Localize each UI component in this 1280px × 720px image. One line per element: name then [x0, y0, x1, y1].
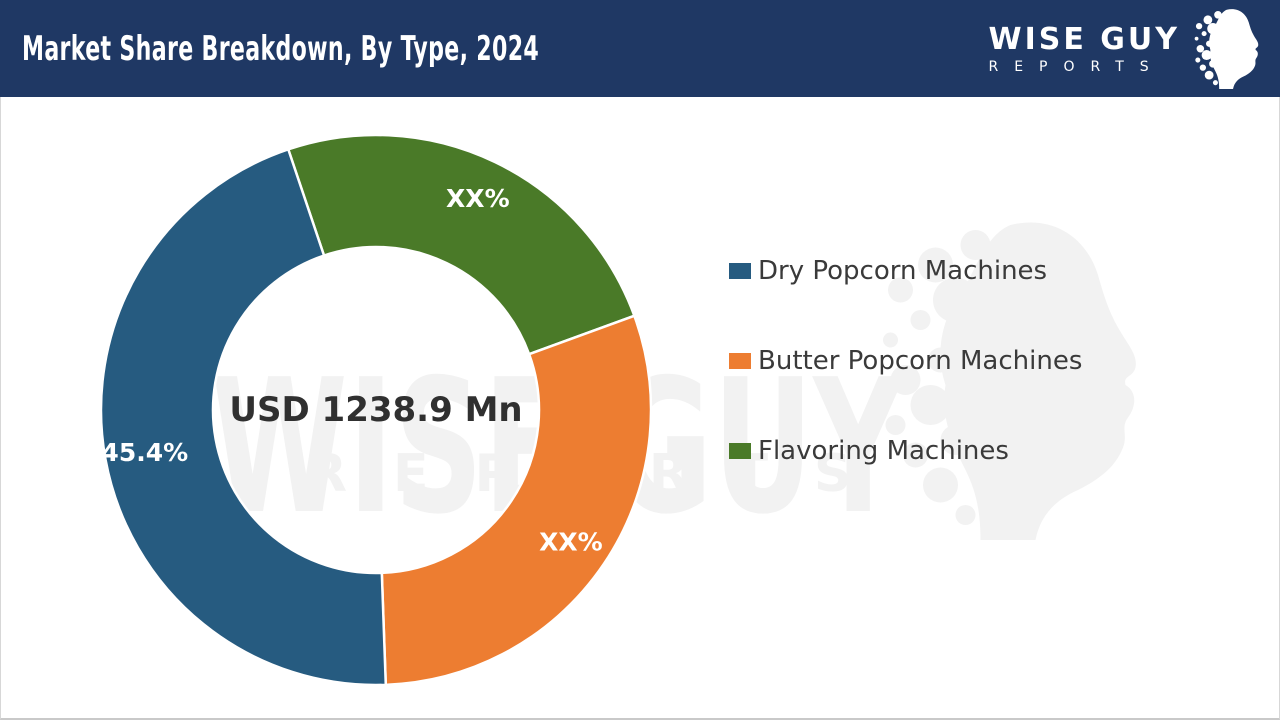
- legend-item: Butter Popcorn Machines: [729, 345, 1082, 377]
- legend: Dry Popcorn Machines Butter Popcorn Mach…: [729, 255, 1082, 467]
- header-bar: Market Share Breakdown, By Type, 2024 WI…: [0, 0, 1280, 97]
- brand-subtitle: REPORTS: [988, 58, 1165, 75]
- page-title: Market Share Breakdown, By Type, 2024: [22, 28, 540, 69]
- donut-segment-0: [286, 133, 636, 356]
- segment-value-label-0: XX%: [446, 184, 510, 213]
- segment-value-label-2: 45.4%: [101, 438, 188, 467]
- donut-segment-1: [380, 314, 653, 687]
- donut-chart: XX% XX% 45.4%: [99, 133, 653, 687]
- segment-value-label-1: XX%: [539, 527, 603, 556]
- legend-label: Flavoring Machines: [758, 436, 1009, 466]
- donut-segment-2: [99, 147, 388, 687]
- brand-name: WISE GUY: [988, 22, 1180, 57]
- legend-swatch: [729, 353, 751, 369]
- legend-swatch: [729, 443, 751, 459]
- donut-center-value: USD 1238.9 Mn: [229, 390, 523, 430]
- legend-label: Dry Popcorn Machines: [758, 256, 1048, 286]
- legend-item: Dry Popcorn Machines: [729, 255, 1082, 287]
- legend-swatch: [729, 263, 751, 279]
- brand-face-icon: [1190, 6, 1266, 94]
- brand-logo: WISE GUY REPORTS: [988, 24, 1180, 75]
- legend-label: Butter Popcorn Machines: [758, 346, 1083, 376]
- legend-item: Flavoring Machines: [729, 435, 1082, 467]
- chart-area: WISE GUY REPORTS XX%XX%45.4% USD 1238.9 …: [0, 97, 1280, 720]
